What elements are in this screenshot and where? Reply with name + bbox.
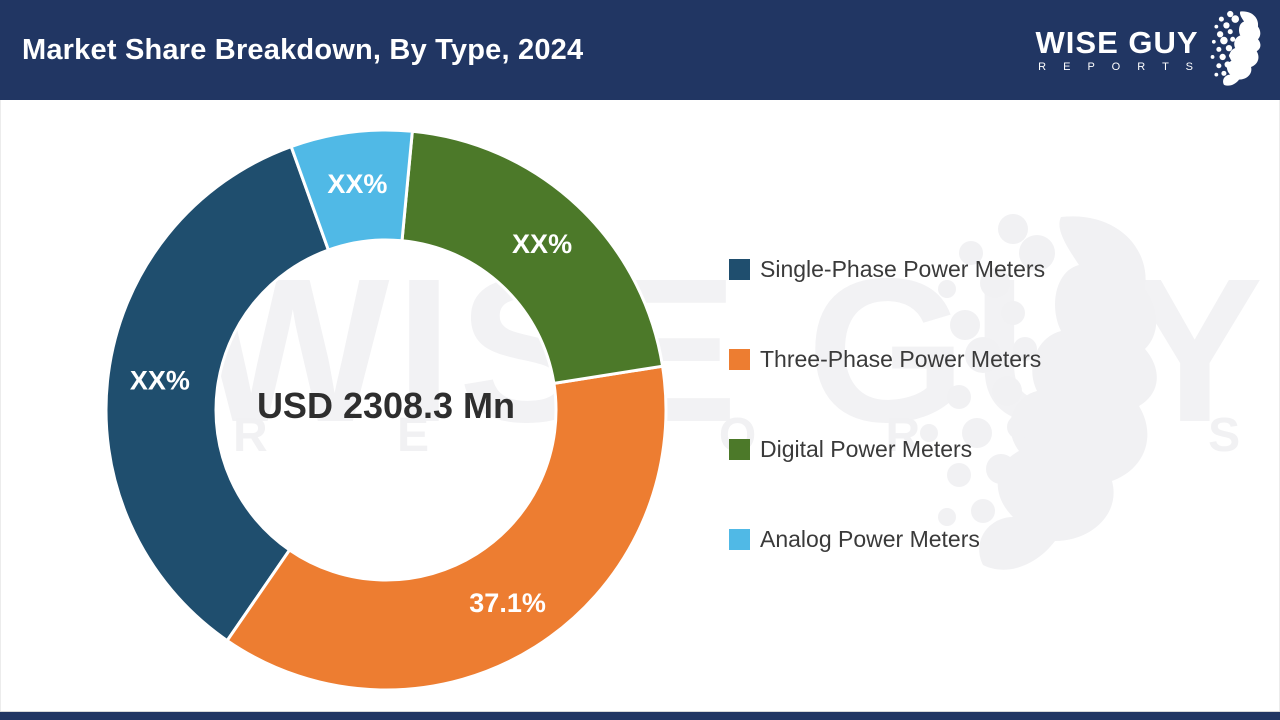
chart-area: WISE GUY R E P O R T S XX% 37.1% XX% XX% US… [0,100,1280,712]
legend-swatch-three-phase [729,348,750,370]
chart-legend: Single-Phase Power Meters Three-Phase Po… [729,257,1045,617]
slice-analog-power-meters [289,128,414,252]
legend-swatch-digital [729,438,750,460]
legend-label: Analog Power Meters [760,526,980,552]
slice-digital-power-meters [400,129,665,386]
legend-swatch-analog [729,528,750,550]
page-title: Market Share Breakdown, By Type, 2024 [22,33,584,66]
dotted-face-icon [1202,9,1266,91]
slice-single-phase-power-meters [104,144,331,643]
logo-text: WISE GUY R E P O R T S [1034,27,1200,73]
donut-chart: XX% 37.1% XX% XX% [104,128,668,692]
chart-center-value: USD 2308.3 Mn [256,385,516,426]
legend-item-three-phase: Three-Phase Power Meters [729,347,1045,371]
legend-label: Single-Phase Power Meters [760,256,1046,282]
logo-wordmark: WISE GUY [1035,25,1199,60]
slice-label: XX% [327,169,387,199]
logo-subtitle: R E P O R T S [1038,61,1200,73]
wise-guy-reports-logo: WISE GUY R E P O R T S [1034,9,1266,91]
slice-label: XX% [130,366,190,396]
slice-three-phase-power-meters [225,364,668,692]
legend-swatch-single-phase [729,258,750,280]
footer-hairline [0,711,1280,712]
legend-label: Digital Power Meters [760,436,973,462]
legend-label: Three-Phase Power Meters [760,346,1042,372]
legend-item-analog: Analog Power Meters [729,527,1045,551]
slice-label: XX% [512,229,572,259]
footer-bar [0,712,1280,720]
legend-item-digital: Digital Power Meters [729,437,1045,461]
legend-item-single-phase: Single-Phase Power Meters [729,257,1045,281]
slice-label: 37.1% [469,588,546,618]
header-bar: Market Share Breakdown, By Type, 2024 WI… [0,0,1280,100]
